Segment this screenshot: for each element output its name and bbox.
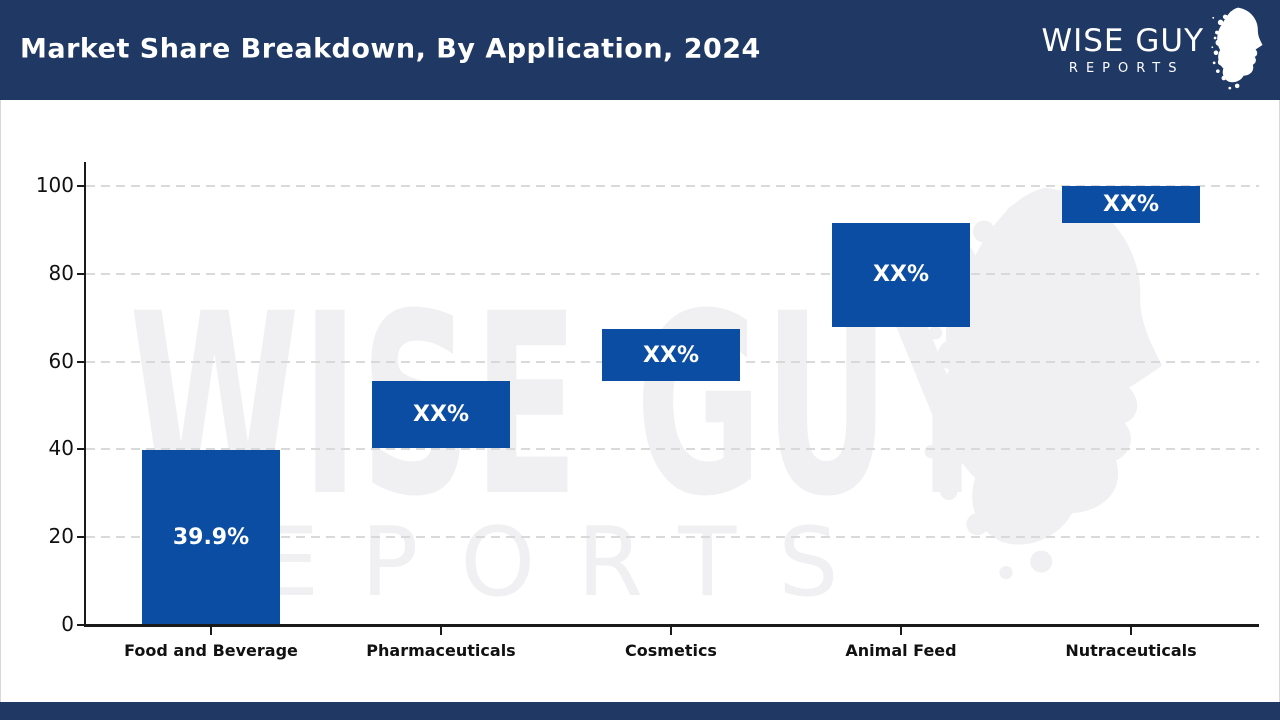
x-axis-label-nutraceuticals: Nutraceuticals xyxy=(1065,641,1197,660)
y-tick xyxy=(77,360,86,363)
x-axis-line xyxy=(84,624,1259,627)
bar-plot: 0 20 40 60 80 100 39.9% XX% XX% XX% XX% Food and Be… xyxy=(1,100,1279,702)
bar-value-label: XX% xyxy=(643,342,699,368)
bar-value-label: XX% xyxy=(1103,191,1159,217)
header-bar: Market Share Breakdown, By Application, … xyxy=(0,0,1280,100)
y-tick xyxy=(77,536,86,539)
x-axis-label-cosmetics: Cosmetics xyxy=(625,641,717,660)
page-title: Market Share Breakdown, By Application, … xyxy=(20,33,761,65)
y-tick-label: 80 xyxy=(48,260,74,285)
bar-animal-feed: XX% xyxy=(832,222,970,327)
y-gridline xyxy=(86,185,1259,187)
y-gridline xyxy=(86,536,1259,539)
x-tick xyxy=(900,626,902,635)
y-tick-label: 100 xyxy=(35,173,74,197)
logo-text: WISE GUY REPORTS xyxy=(1041,22,1204,76)
bar-pharmaceuticals: XX% xyxy=(372,380,510,449)
head-profile-icon xyxy=(1211,7,1263,90)
y-tick-label: 40 xyxy=(48,436,74,461)
x-tick xyxy=(440,626,442,635)
bar-value-label: XX% xyxy=(413,401,469,427)
y-axis-line xyxy=(84,162,86,627)
y-gridline xyxy=(86,448,1259,451)
y-tick-label: 0 xyxy=(61,612,74,636)
chart-area: WISE GUY REPORTS 0 20 40 60 80 100 39.9% XX% XX%… xyxy=(0,100,1280,702)
wise-guy-reports-logo: WISE GUY REPORTS xyxy=(1041,0,1268,100)
bar-cosmetics: XX% xyxy=(602,329,740,381)
logo-subtitle: REPORTS xyxy=(1068,60,1185,76)
bar-value-label: 39.9% xyxy=(172,524,250,550)
logo-wordmark: WISE GUY xyxy=(1041,22,1204,59)
x-tick xyxy=(670,626,672,635)
x-axis-label-food-and-beverage: Food and Beverage xyxy=(124,641,298,660)
y-tick-label: 20 xyxy=(48,524,74,549)
x-tick xyxy=(1130,626,1132,635)
y-tick-label: 60 xyxy=(48,348,74,373)
bar-value-label: XX% xyxy=(873,262,929,288)
y-tick xyxy=(77,185,86,187)
bar-nutraceuticals: XX% xyxy=(1062,186,1200,223)
x-axis-label-pharmaceuticals: Pharmaceuticals xyxy=(366,641,516,660)
y-tick xyxy=(77,272,86,275)
footer-bar xyxy=(0,702,1280,720)
y-tick xyxy=(77,448,86,451)
x-axis-label-animal-feed: Animal Feed xyxy=(845,641,957,660)
x-tick xyxy=(210,626,212,635)
y-gridline xyxy=(86,272,1259,275)
y-tick xyxy=(77,624,86,626)
bar-food-and-beverage: 39.9% xyxy=(142,449,280,625)
